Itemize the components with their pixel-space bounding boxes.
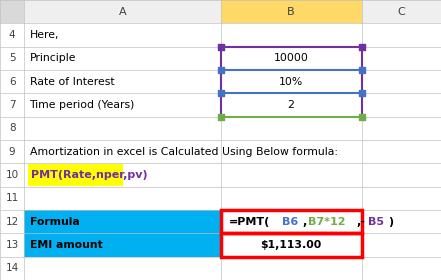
Bar [24, 0, 220, 23]
Text: Time period (Years): Time period (Years) [30, 100, 135, 110]
Bar [24, 233, 220, 257]
Point [217, 45, 224, 49]
Text: 2: 2 [288, 100, 295, 110]
Text: B: B [287, 7, 295, 17]
Text: $1,113.00: $1,113.00 [261, 240, 321, 250]
Bar [24, 210, 220, 233]
Bar [220, 233, 362, 257]
Text: 7: 7 [9, 100, 15, 110]
Text: 6: 6 [9, 77, 15, 87]
Text: ,-: ,- [356, 217, 366, 227]
Text: Formula: Formula [30, 217, 79, 227]
Bar [220, 210, 362, 233]
Text: 13: 13 [5, 240, 19, 250]
Bar [28, 164, 123, 186]
Text: Amortization in excel is Calculated Using Below formula:: Amortization in excel is Calculated Usin… [30, 147, 337, 157]
Text: Principle: Principle [30, 53, 76, 63]
Point [358, 45, 365, 49]
Text: 11: 11 [5, 193, 19, 203]
Text: 12: 12 [5, 217, 19, 227]
Text: Rate of Interest: Rate of Interest [30, 77, 114, 87]
Text: 9: 9 [9, 147, 15, 157]
Text: 10%: 10% [279, 77, 303, 87]
Text: 14: 14 [5, 263, 19, 273]
Text: PMT(Rate,nper,pv): PMT(Rate,nper,pv) [31, 170, 148, 180]
Text: 10: 10 [6, 170, 19, 180]
Text: =PMT(: =PMT( [228, 217, 270, 227]
Text: C: C [397, 7, 405, 17]
Bar [0, 0, 24, 23]
Text: 4: 4 [9, 30, 15, 40]
Text: 8: 8 [9, 123, 15, 133]
Bar [220, 0, 362, 23]
Text: B6: B6 [282, 217, 298, 227]
Bar [362, 0, 441, 23]
Point [358, 91, 365, 95]
Text: A: A [119, 7, 126, 17]
Text: EMI amount: EMI amount [30, 240, 102, 250]
Text: Here,: Here, [30, 30, 59, 40]
Point [358, 68, 365, 72]
Text: 10000: 10000 [273, 53, 309, 63]
Point [217, 91, 224, 95]
Text: B7*12: B7*12 [308, 217, 346, 227]
Text: ,: , [303, 217, 307, 227]
Point [217, 115, 224, 119]
Text: 5: 5 [9, 53, 15, 63]
Point [358, 115, 365, 119]
Text: B5: B5 [368, 217, 384, 227]
Text: ): ) [389, 217, 394, 227]
Point [217, 68, 224, 72]
